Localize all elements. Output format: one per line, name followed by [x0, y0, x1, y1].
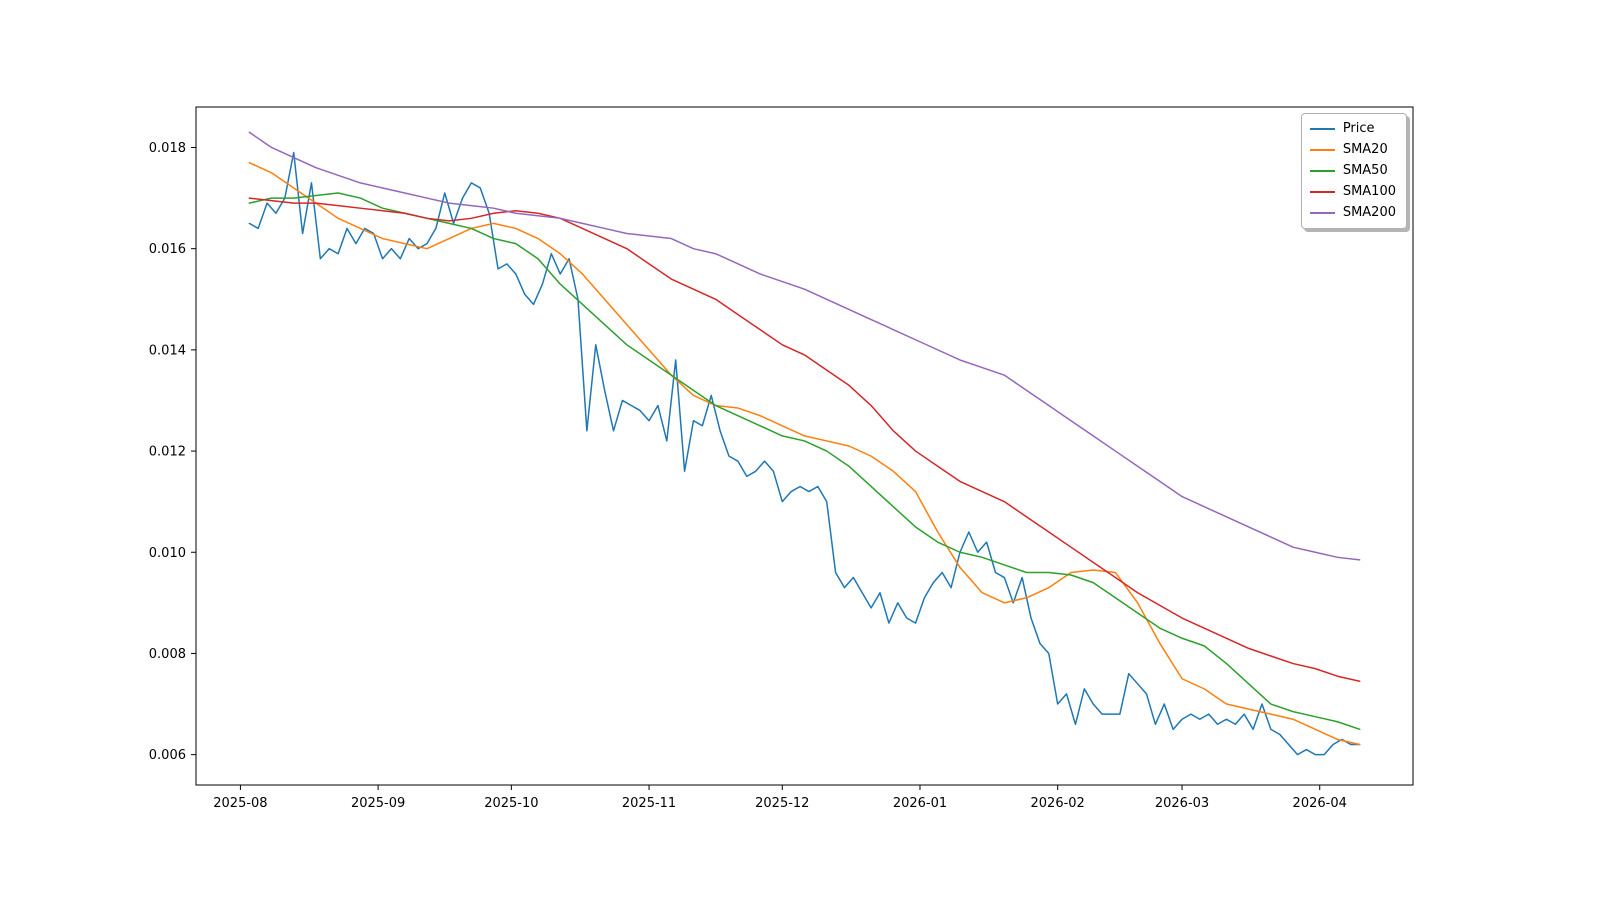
legend-item-sma20: SMA20	[1309, 141, 1396, 159]
y-tick-label: 0.014	[149, 343, 186, 358]
x-tick-label: 2025-12	[755, 796, 809, 811]
x-tick-label: 2025-08	[213, 796, 267, 811]
series-line-price	[248, 151, 1361, 756]
legend-line-swatch	[1309, 212, 1335, 214]
series-line-sma50	[248, 192, 1361, 731]
x-tick-label: 2026-04	[1293, 796, 1347, 811]
legend-line-swatch	[1309, 128, 1335, 130]
y-tick-label: 0.012	[149, 445, 186, 460]
legend-label: Price	[1342, 121, 1375, 136]
legend: Price SMA20 SMA50 SMA100 SMA200	[1300, 113, 1407, 229]
legend-line-swatch	[1309, 191, 1335, 193]
series-line-sma200	[248, 131, 1361, 561]
legend-label: SMA20	[1342, 142, 1388, 157]
x-tick-label: 2025-10	[484, 796, 538, 811]
legend-label: SMA100	[1342, 184, 1396, 199]
y-tick-label: 0.018	[149, 141, 186, 156]
x-tick-label: 2025-09	[351, 796, 405, 811]
axes-frame	[195, 106, 1414, 786]
y-tick-label: 0.010	[149, 546, 186, 561]
legend-item-sma50: SMA50	[1309, 162, 1396, 180]
x-tick-label: 2026-03	[1155, 796, 1209, 811]
y-tick-label: 0.006	[149, 748, 186, 763]
x-tick-label: 2026-01	[893, 796, 947, 811]
legend-label: SMA200	[1342, 205, 1396, 220]
legend-line-swatch	[1309, 149, 1335, 151]
legend-label: SMA50	[1342, 163, 1388, 178]
series-line-sma20	[248, 161, 1361, 746]
x-tick-label: 2026-02	[1031, 796, 1085, 811]
legend-line-swatch	[1309, 170, 1335, 172]
legend-item-price: Price	[1309, 120, 1396, 138]
legend-item-sma100: SMA100	[1309, 183, 1396, 201]
y-tick-label: 0.008	[149, 647, 186, 662]
legend-item-sma200: SMA200	[1309, 204, 1396, 222]
x-tick-label: 2025-11	[622, 796, 676, 811]
series-line-sma100	[248, 197, 1361, 683]
y-tick-label: 0.016	[149, 242, 186, 257]
